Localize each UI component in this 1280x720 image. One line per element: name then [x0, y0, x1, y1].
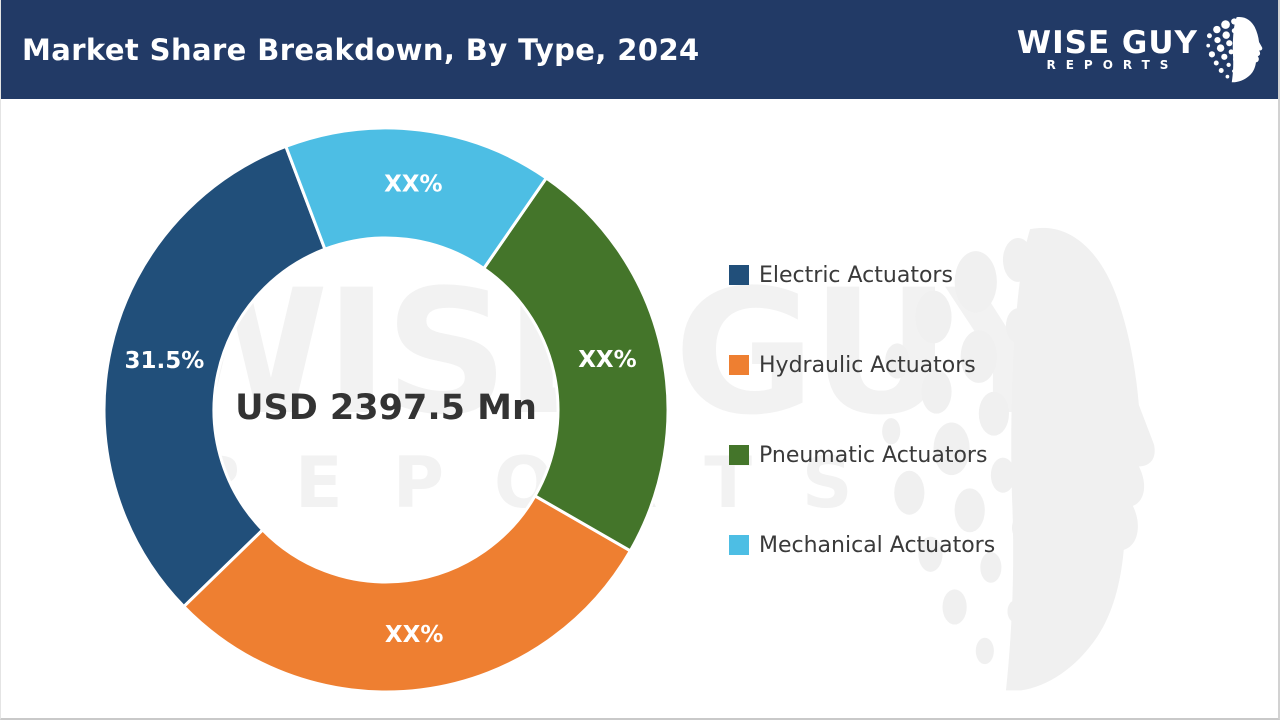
legend-swatch-0 [729, 265, 749, 285]
header-bar: Market Share Breakdown, By Type, 2024 WI… [1, 0, 1278, 99]
brand-logo: WISE GUY REPORTS [1017, 11, 1264, 89]
legend-item-1: Hydraulic Actuators [729, 352, 995, 378]
segment-pct-label-1: XX% [385, 622, 444, 648]
segment-pct-label-0: 31.5% [124, 348, 204, 374]
brand-name: WISE GUY [1016, 24, 1198, 61]
donut-segment-3 [283, 126, 549, 271]
segment-pct-label-2: XX% [578, 347, 637, 373]
donut-segment-1 [181, 493, 633, 694]
legend-label-1: Hydraulic Actuators [759, 352, 976, 378]
legend-label-2: Pneumatic Actuators [759, 442, 988, 468]
legend: Electric Actuators Hydraulic Actuators Pne… [729, 263, 995, 623]
page-title: Market Share Breakdown, By Type, 2024 [22, 32, 700, 67]
legend-item-3: Mechanical Actuators [729, 532, 996, 558]
legend-label-3: Mechanical Actuators [759, 532, 996, 558]
legend-label-0: Electric Actuators [759, 262, 953, 288]
brand-face-icon [1202, 11, 1264, 89]
legend-item-0: Electric Actuators [729, 262, 995, 288]
donut-chart: 31.5% XX% XX% XX% [102, 126, 670, 694]
brand-wordmark: WISE GUY REPORTS [1017, 27, 1198, 73]
legend-item-2: Pneumatic Actuators [729, 442, 995, 468]
donut-segment-2 [481, 175, 670, 553]
legend-swatch-2 [729, 445, 749, 465]
legend-swatch-3 [729, 535, 749, 555]
donut-segment-0 [102, 144, 327, 609]
legend-swatch-1 [729, 355, 749, 375]
segment-pct-label-3: XX% [384, 172, 443, 198]
center-total-value: USD 2397.5 Mn [235, 388, 537, 428]
brand-subtitle: REPORTS [1046, 58, 1179, 73]
